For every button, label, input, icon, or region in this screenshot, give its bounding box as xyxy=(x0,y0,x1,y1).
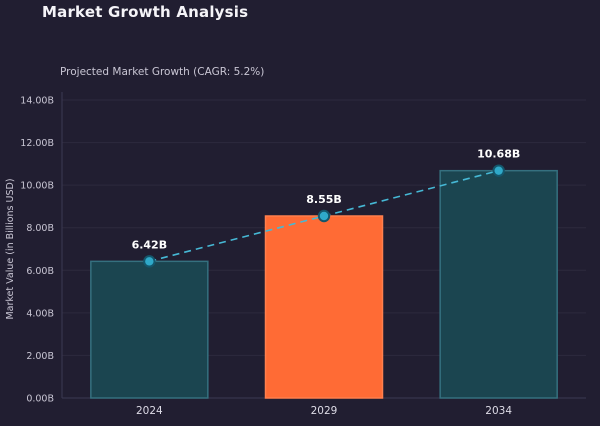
y-tick-label: 0.00B xyxy=(26,394,54,405)
trend-marker-2024 xyxy=(143,255,156,268)
x-tick-label: 2034 xyxy=(485,405,512,417)
y-tick-label: 2.00B xyxy=(26,351,54,362)
y-axis-title: Market Value (in Billions USD) xyxy=(5,178,16,319)
trend-marker-2029 xyxy=(317,209,331,223)
value-label-2034: 10.68B xyxy=(477,148,520,161)
x-tick-label: 2029 xyxy=(311,405,338,417)
chart-title: Market Growth Analysis xyxy=(42,3,249,21)
value-label-2024: 6.42B xyxy=(132,238,168,251)
bar-2034 xyxy=(439,169,558,399)
value-label-2029: 8.55B xyxy=(306,193,342,206)
y-tick-label: 4.00B xyxy=(26,308,54,319)
bar-2029 xyxy=(264,215,384,399)
y-tick-label: 12.00B xyxy=(20,138,54,149)
y-tick-label: 6.00B xyxy=(26,266,54,277)
y-tick-label: 10.00B xyxy=(20,181,54,192)
bar-2024 xyxy=(90,260,209,399)
chart-subtitle: Projected Market Growth (CAGR: 5.2%) xyxy=(60,66,265,78)
y-tick-label: 14.00B xyxy=(20,96,54,107)
x-tick-label: 2024 xyxy=(136,405,163,417)
y-tick-label: 8.00B xyxy=(26,223,54,234)
trend-marker-2034 xyxy=(492,164,505,177)
